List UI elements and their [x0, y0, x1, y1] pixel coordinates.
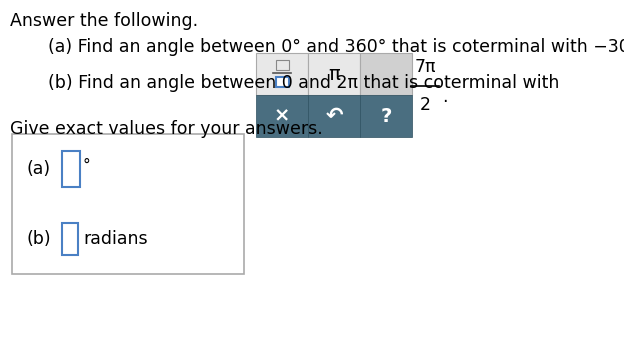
FancyBboxPatch shape	[276, 77, 288, 87]
FancyBboxPatch shape	[308, 53, 360, 95]
Text: °: °	[83, 158, 90, 172]
FancyBboxPatch shape	[256, 95, 308, 137]
Text: ?: ?	[380, 106, 392, 126]
Text: Answer the following.: Answer the following.	[10, 12, 198, 30]
Text: Give exact values for your answers.: Give exact values for your answers.	[10, 120, 323, 138]
Text: ×: ×	[274, 106, 290, 126]
FancyBboxPatch shape	[308, 95, 360, 137]
FancyBboxPatch shape	[276, 60, 288, 70]
FancyBboxPatch shape	[62, 223, 78, 255]
Text: (b) Find an angle between 0 and 2π that is coterminal with: (b) Find an angle between 0 and 2π that …	[48, 74, 559, 92]
Text: (b): (b)	[26, 230, 51, 248]
FancyBboxPatch shape	[360, 95, 412, 137]
FancyBboxPatch shape	[62, 151, 80, 187]
Text: (a) Find an angle between 0° and 360° that is coterminal with −300°.: (a) Find an angle between 0° and 360° th…	[48, 38, 624, 56]
Text: ↶: ↶	[325, 106, 343, 126]
Text: (a): (a)	[26, 160, 50, 178]
FancyBboxPatch shape	[12, 134, 244, 274]
Text: .: .	[442, 88, 447, 106]
Text: 7π: 7π	[414, 58, 436, 76]
Text: π: π	[328, 65, 340, 83]
Text: 2: 2	[419, 96, 431, 114]
Text: radians: radians	[83, 230, 148, 248]
FancyBboxPatch shape	[256, 53, 308, 95]
FancyBboxPatch shape	[360, 53, 412, 95]
